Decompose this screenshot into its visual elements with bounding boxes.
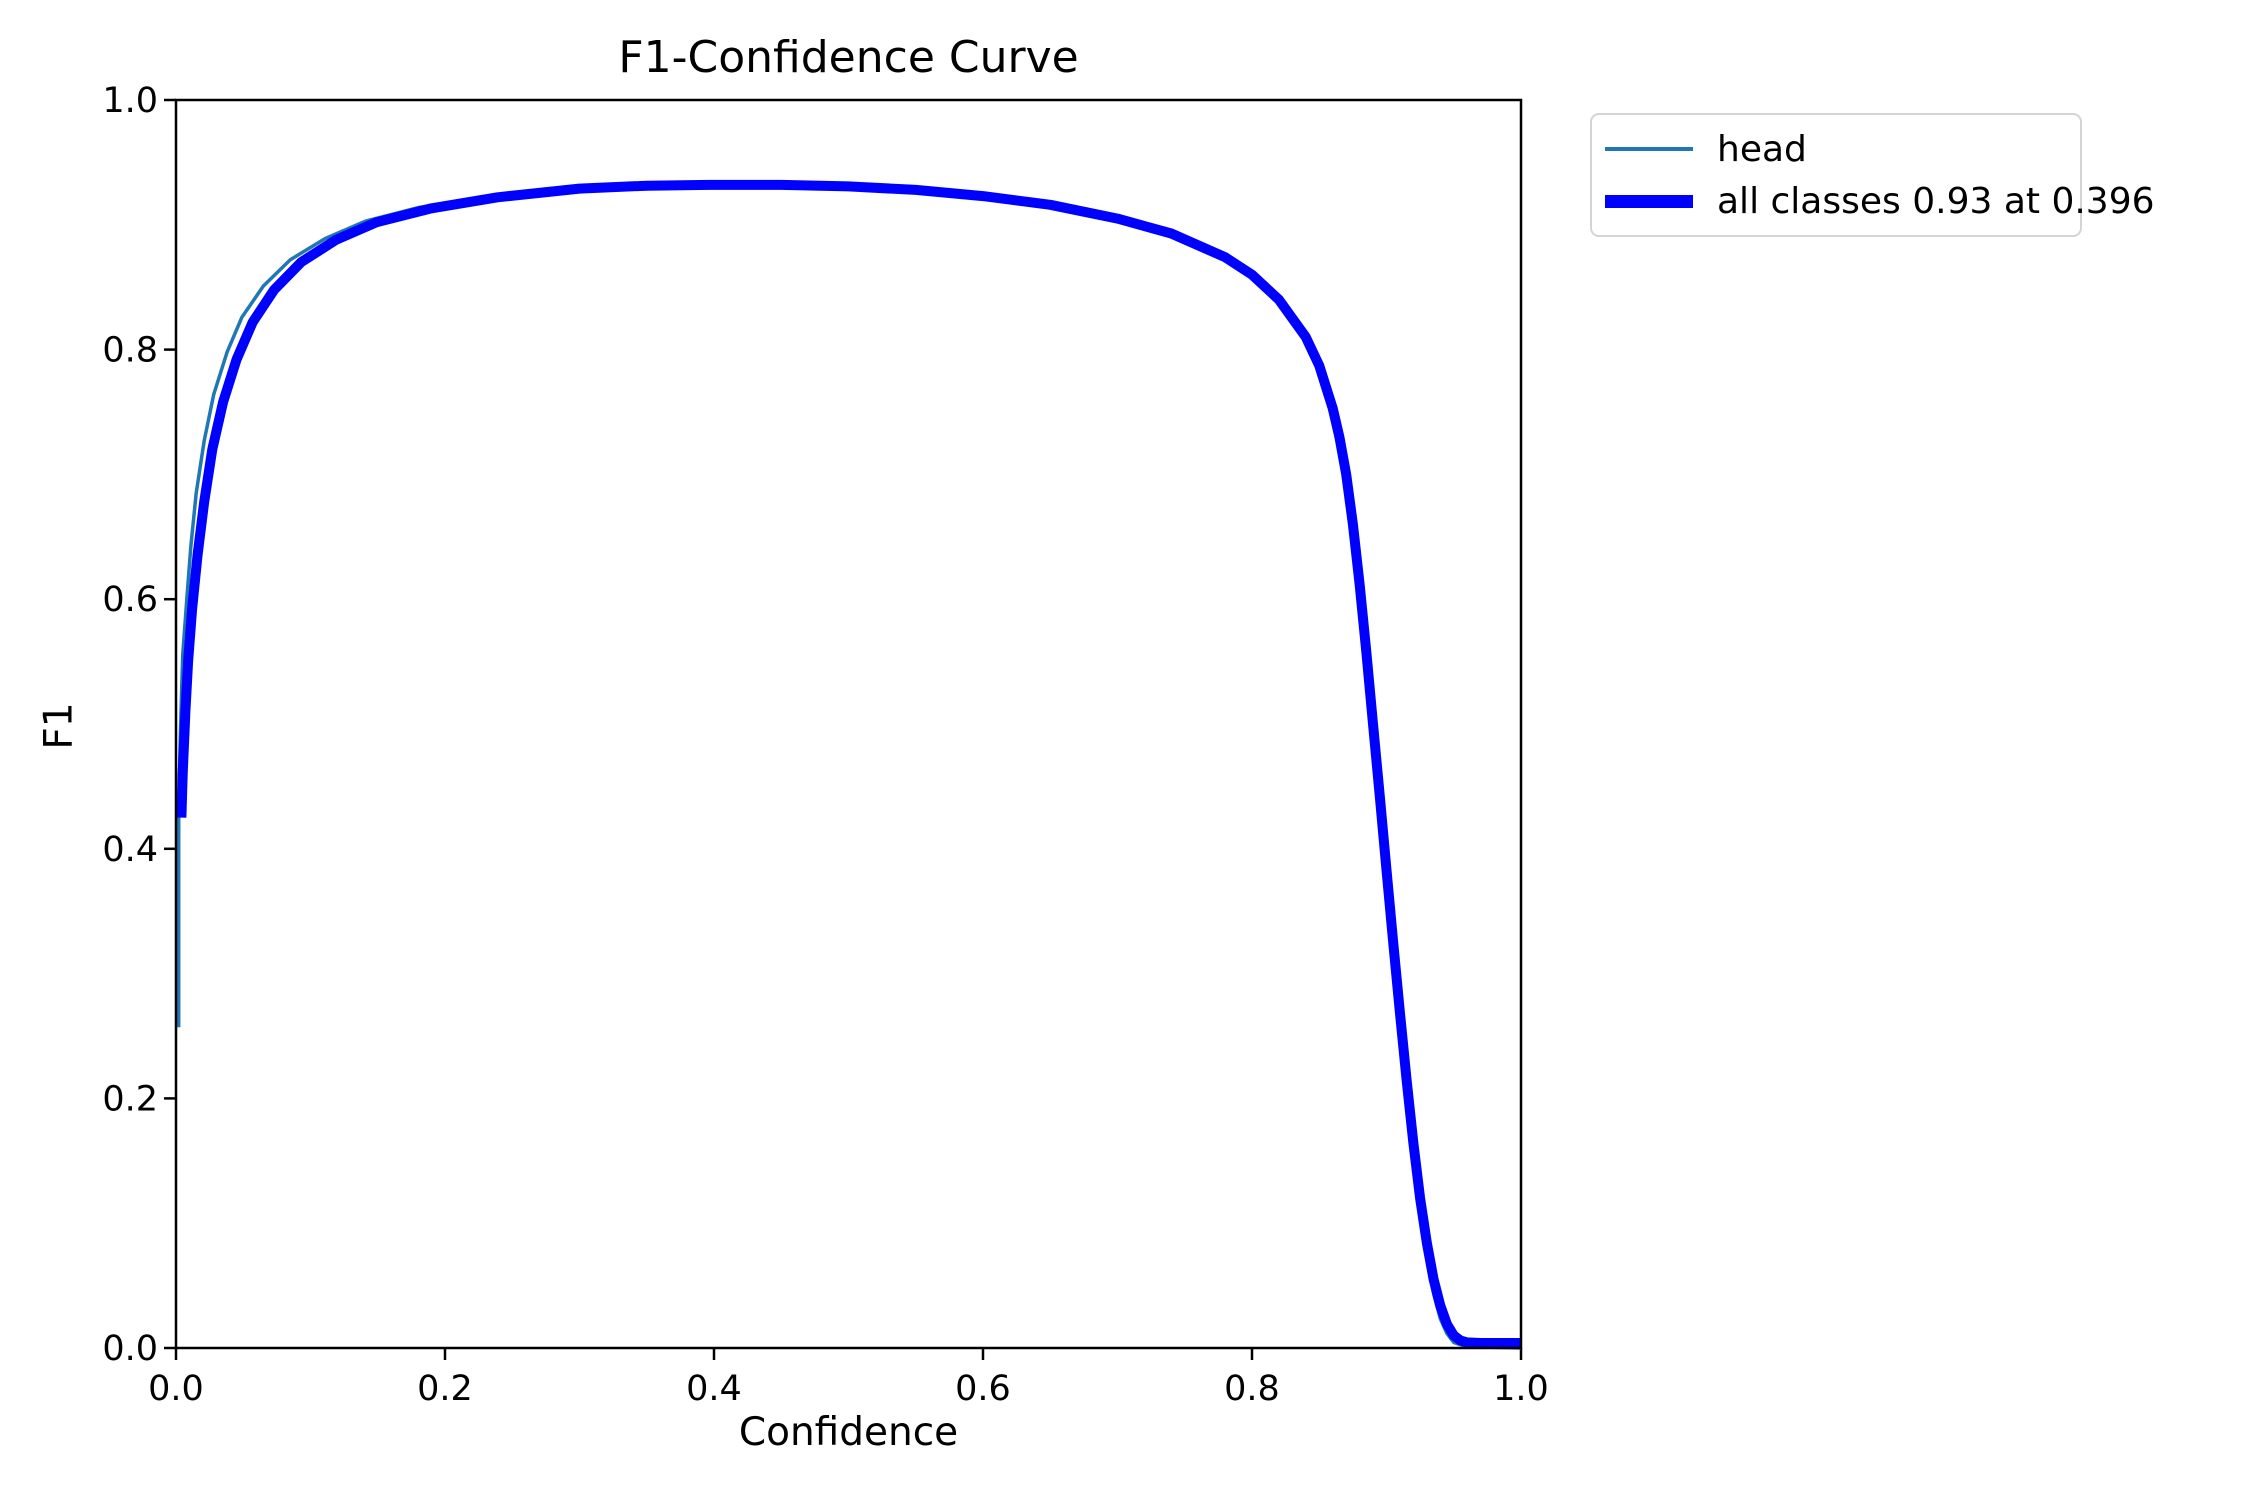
plot-frame (174, 98, 1523, 1350)
y-tick-label: 1.0 (102, 81, 158, 121)
axis-tick-labels: 0.0 0.2 0.4 0.6 0.8 1.0 0.0 0.2 0.4 0.6 0.8 1.0 (102, 81, 1549, 1409)
y-tick-label: 0.2 (102, 1079, 158, 1119)
y-tick-label: 0.4 (102, 830, 158, 870)
y-tick-label: 0.6 (102, 580, 158, 620)
series-line-all-classes (176, 179, 1521, 1348)
legend-line-sample-head (1605, 147, 1693, 151)
x-tick-label: 1.0 (1493, 1369, 1549, 1409)
x-tick-label: 0.6 (955, 1369, 1011, 1409)
chart-title: F1-Confidence Curve (618, 32, 1079, 83)
legend: head all classes 0.93 at 0.396 (1590, 113, 2155, 237)
legend-label-all-classes: all classes 0.93 at 0.396 (1717, 180, 2155, 222)
axis-ticks (164, 98, 1523, 1360)
x-tick-label: 0.4 (686, 1369, 742, 1409)
legend-item-all-classes: all classes 0.93 at 0.396 (1592, 177, 2155, 225)
legend-line-sample-all-classes (1605, 194, 1693, 208)
x-axis-label: Confidence (738, 1410, 959, 1455)
legend-item-head: head (1592, 125, 2080, 173)
legend-label-head: head (1717, 128, 1807, 170)
x-tick-label: 0.0 (148, 1369, 204, 1409)
y-tick-label: 0.8 (102, 331, 158, 371)
y-tick-label: 0.0 (102, 1329, 158, 1369)
x-tick-label: 0.2 (417, 1369, 473, 1409)
series-lines (176, 179, 1522, 1350)
x-tick-label: 0.8 (1224, 1369, 1280, 1409)
y-axis-label: F1 (36, 702, 82, 750)
